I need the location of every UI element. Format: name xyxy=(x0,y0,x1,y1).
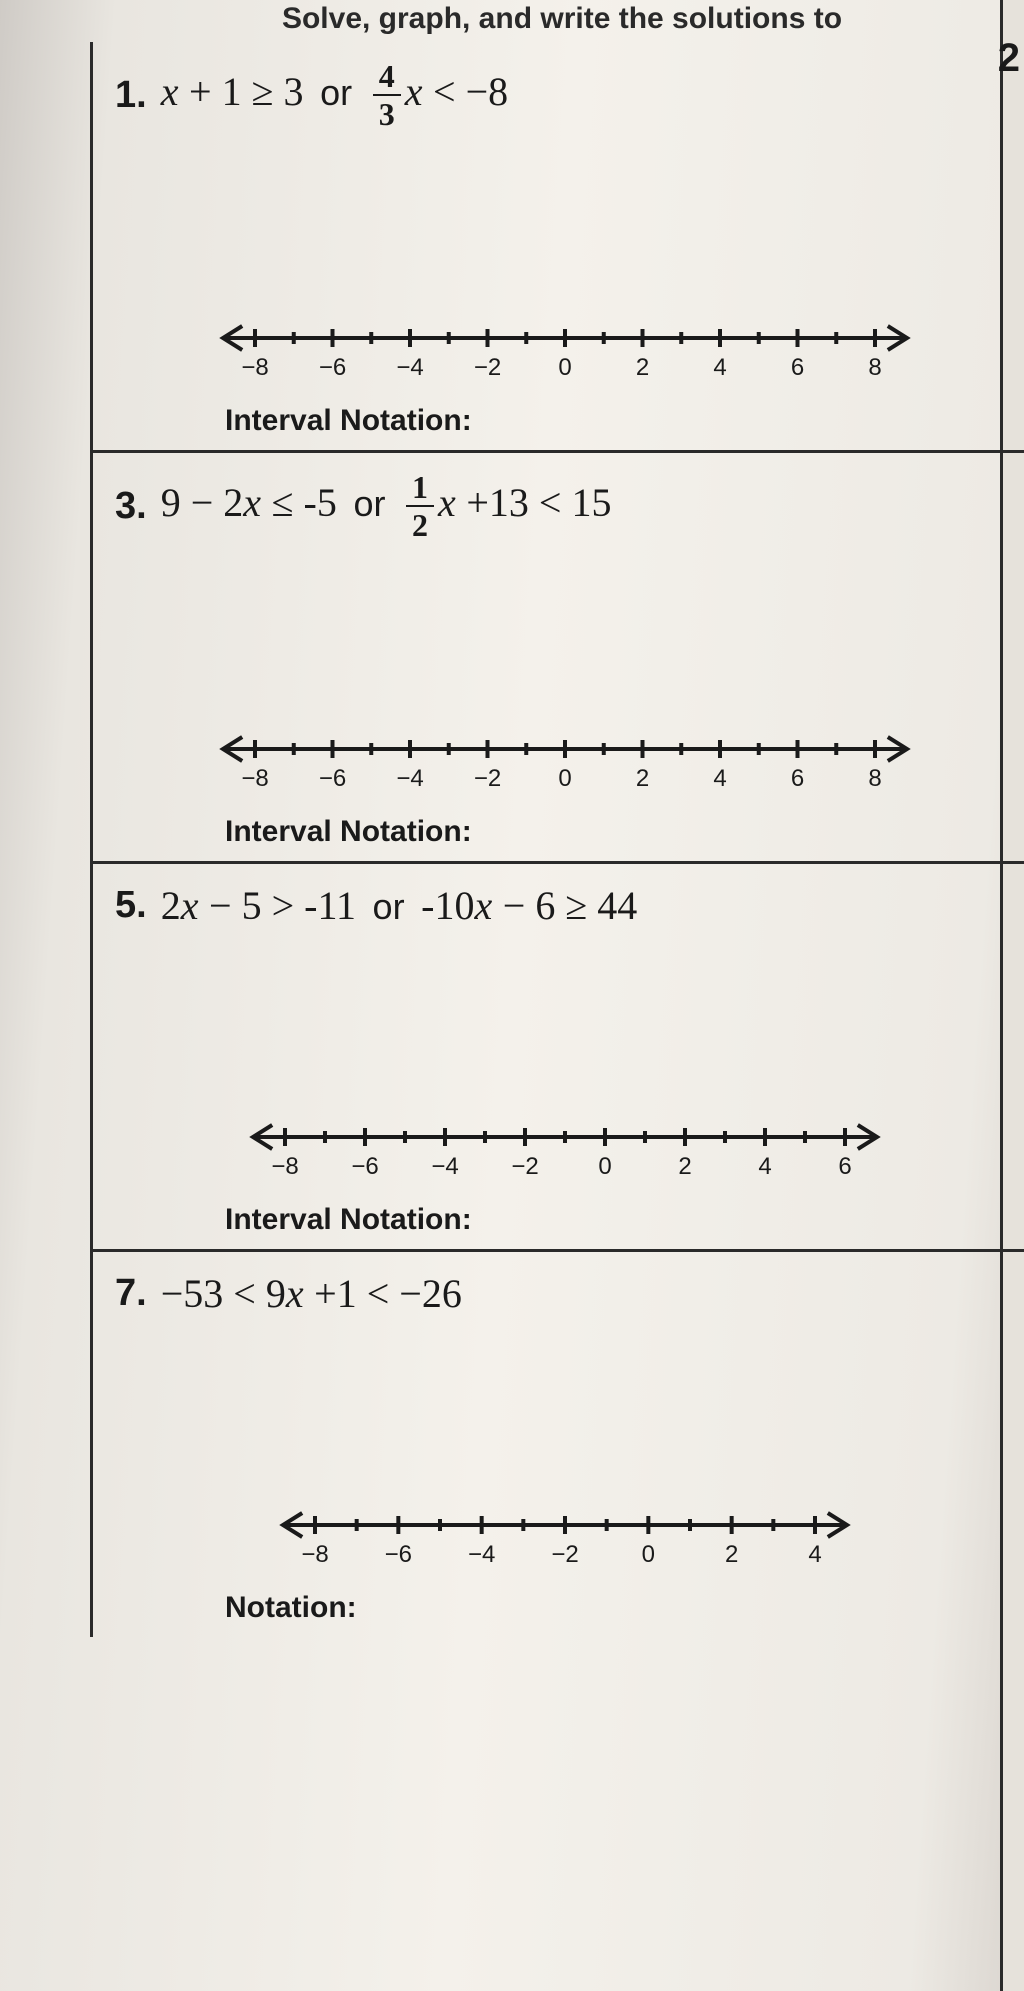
number-line: −8 −6 −4 −2 0 2 4 6 8 xyxy=(215,721,915,801)
svg-text:4: 4 xyxy=(713,765,726,792)
svg-text:6: 6 xyxy=(790,354,803,381)
svg-text:2: 2 xyxy=(678,1153,691,1180)
problem-expression: x + 1 ≥ 3 or 43x < −8 xyxy=(161,60,508,130)
svg-text:6: 6 xyxy=(790,765,803,792)
svg-text:−6: −6 xyxy=(384,1541,411,1568)
svg-text:−6: −6 xyxy=(351,1153,378,1180)
svg-text:2: 2 xyxy=(635,354,648,381)
problem-statement: 3. 9 − 2x ≤ -5 or 12x +13 < 15 xyxy=(115,471,1014,541)
svg-text:−6: −6 xyxy=(318,765,345,792)
svg-text:−2: −2 xyxy=(473,354,500,381)
svg-text:−2: −2 xyxy=(551,1541,578,1568)
svg-text:0: 0 xyxy=(641,1541,654,1568)
svg-text:−2: −2 xyxy=(511,1153,538,1180)
interval-notation-label: Interval Notation: xyxy=(225,404,1014,438)
number-line: −8 −6 −4 −2 0 2 4 6 8 xyxy=(215,310,915,390)
svg-text:4: 4 xyxy=(808,1541,821,1568)
svg-text:−4: −4 xyxy=(431,1153,458,1180)
svg-text:−8: −8 xyxy=(271,1153,298,1180)
svg-text:4: 4 xyxy=(713,354,726,381)
header-instruction: Solve, graph, and write the solutions to xyxy=(100,0,1024,36)
svg-text:6: 6 xyxy=(838,1153,851,1180)
svg-text:0: 0 xyxy=(558,354,571,381)
problem-cell: 3. 9 − 2x ≤ -5 or 12x +13 < 15 −8 −6 −4 −2 0 2 4… xyxy=(90,450,1024,861)
svg-text:0: 0 xyxy=(598,1153,611,1180)
interval-notation-label: Interval Notation: xyxy=(225,815,1014,849)
problem-number: 7. xyxy=(115,1272,147,1315)
problem-statement: 1. x + 1 ≥ 3 or 43x < −8 xyxy=(115,60,1014,130)
problem-number: 5. xyxy=(115,884,147,927)
workspace-area xyxy=(115,130,1014,300)
svg-text:−2: −2 xyxy=(473,765,500,792)
worksheet-page: Solve, graph, and write the solutions to… xyxy=(0,0,1024,1991)
svg-text:−4: −4 xyxy=(467,1541,494,1568)
svg-text:−8: −8 xyxy=(301,1541,328,1568)
svg-text:−6: −6 xyxy=(318,354,345,381)
svg-text:4: 4 xyxy=(758,1153,771,1180)
problem-number: 3. xyxy=(115,485,147,528)
problem-expression: 2x − 5 > -11 or -10x − 6 ≥ 44 xyxy=(161,882,638,929)
number-line-wrap: −8 −6 −4 −2 0 2 4 6 8 xyxy=(115,711,1014,807)
svg-text:8: 8 xyxy=(868,765,881,792)
number-line-wrap: −8 −6 −4 −2 0 2 4 xyxy=(115,1487,1014,1583)
svg-text:8: 8 xyxy=(868,354,881,381)
problem-expression: −53 < 9x +1 < −26 xyxy=(161,1270,462,1317)
svg-text:2: 2 xyxy=(635,765,648,792)
problem-statement: 7. −53 < 9x +1 < −26 xyxy=(115,1270,1014,1317)
number-line-wrap: −8 −6 −4 −2 0 2 4 6 8 xyxy=(115,300,1014,396)
svg-text:2: 2 xyxy=(724,1541,737,1568)
problem-cell: 1. x + 1 ≥ 3 or 43x < −8 −8 −6 −4 −2 0 2 4 6 8 Inte… xyxy=(90,42,1024,450)
workspace-area xyxy=(115,929,1014,1099)
svg-text:−4: −4 xyxy=(396,765,423,792)
problem-cell: 7. −53 < 9x +1 < −26 −8 −6 −4 −2 0 2 4 Notation: xyxy=(90,1249,1024,1637)
svg-text:0: 0 xyxy=(558,765,571,792)
number-line: −8 −6 −4 −2 0 2 4 6 xyxy=(245,1109,885,1189)
problem-statement: 5. 2x − 5 > -11 or -10x − 6 ≥ 44 xyxy=(115,882,1014,929)
svg-text:−8: −8 xyxy=(241,354,268,381)
problem-cell: 5. 2x − 5 > -11 or -10x − 6 ≥ 44 −8 −6 −4 −2 0… xyxy=(90,861,1024,1249)
workspace-area xyxy=(115,541,1014,711)
interval-notation-label: Interval Notation: xyxy=(225,1203,1014,1237)
problem-expression: 9 − 2x ≤ -5 or 12x +13 < 15 xyxy=(161,471,612,541)
svg-text:−4: −4 xyxy=(396,354,423,381)
svg-text:−8: −8 xyxy=(241,765,268,792)
number-line-wrap: −8 −6 −4 −2 0 2 4 6 xyxy=(115,1099,1014,1195)
workspace-area xyxy=(115,1317,1014,1487)
problem-number: 1. xyxy=(115,74,147,117)
number-line: −8 −6 −4 −2 0 2 4 xyxy=(275,1497,855,1577)
interval-notation-label: Notation: xyxy=(225,1591,1014,1625)
